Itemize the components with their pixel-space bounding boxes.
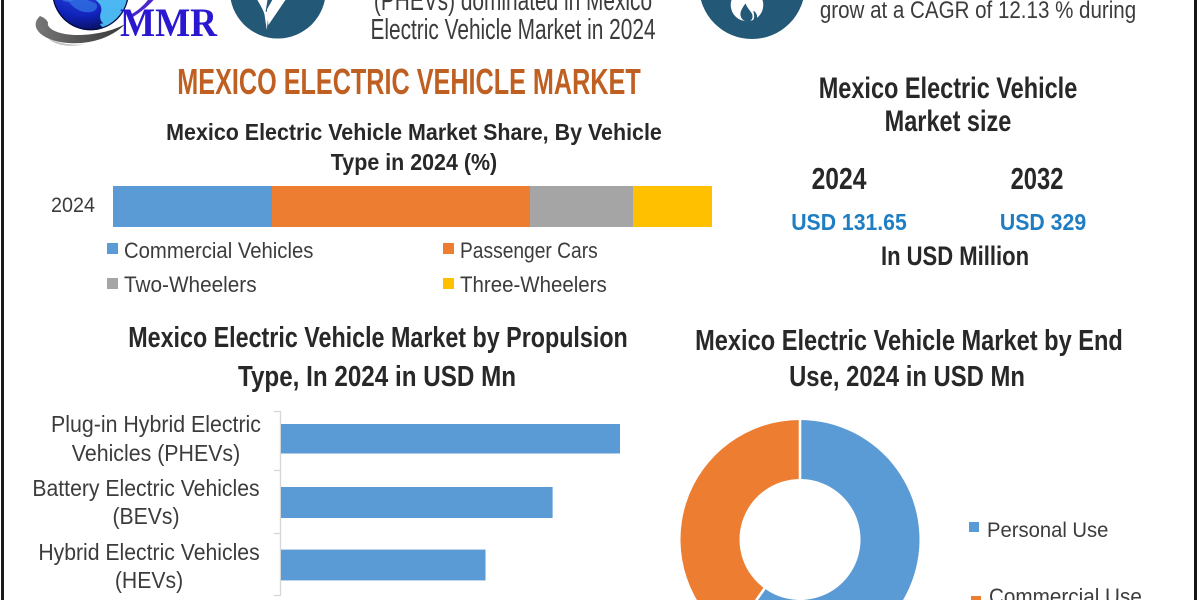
svg-text:MMR: MMR [120,0,218,45]
